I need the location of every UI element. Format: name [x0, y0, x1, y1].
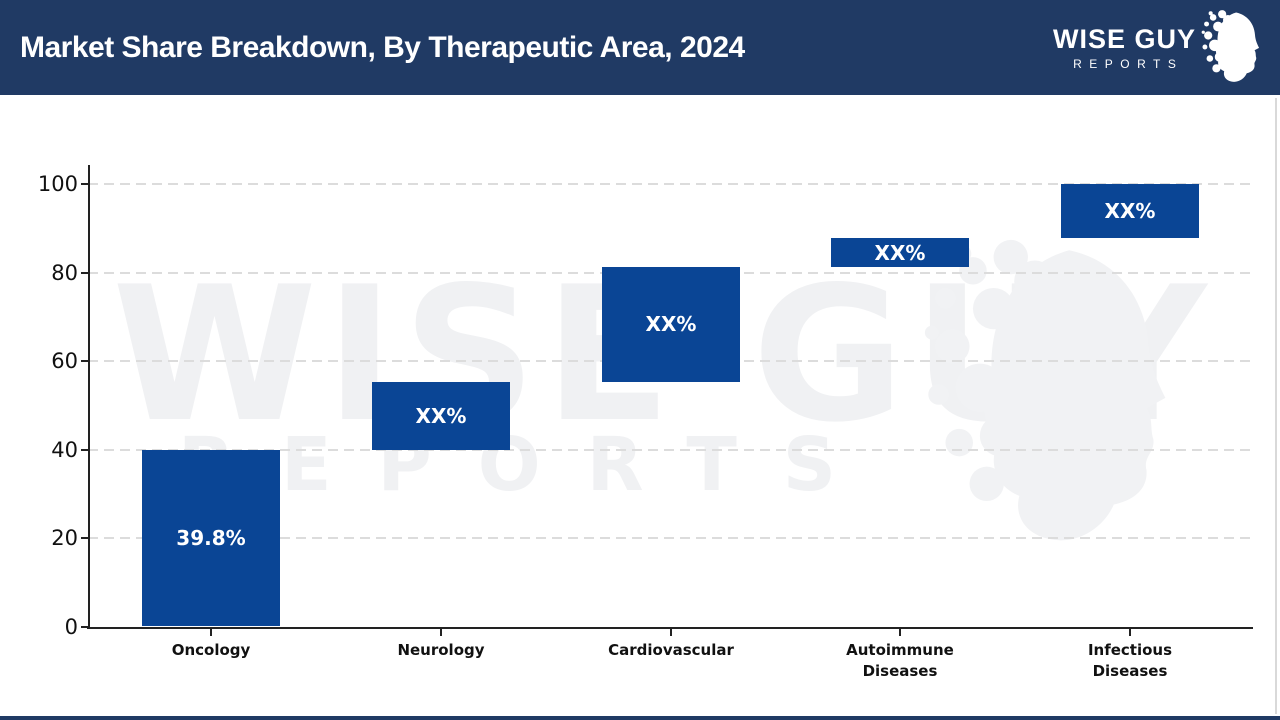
- x-axis-tick: [1129, 628, 1131, 636]
- bar-value-label: XX%: [645, 312, 697, 337]
- category-label-infectious-diseases: Infectious Diseases: [1087, 641, 1173, 680]
- category-label-autoimmune-diseases: Autoimmune Diseases: [846, 641, 954, 680]
- wiseguy-logo-text: WISE GUY REPORTS: [1053, 24, 1196, 71]
- bar-value-label: XX%: [415, 404, 467, 429]
- y-gridline: [88, 183, 1253, 185]
- bar-infectious-diseases: XX%: [1061, 184, 1199, 239]
- bar-autoimmune-diseases: XX%: [831, 238, 969, 267]
- y-tick-label: 100: [37, 172, 78, 196]
- y-axis-tick: [81, 183, 88, 185]
- y-tick-label: 40: [51, 437, 78, 462]
- chart-title: Market Share Breakdown, By Therapeutic A…: [20, 30, 745, 64]
- header-band: Market Share Breakdown, By Therapeutic A…: [0, 0, 1280, 95]
- y-tick-label: 80: [51, 260, 78, 285]
- bar-value-label: XX%: [1104, 199, 1156, 224]
- y-axis-tick: [81, 537, 88, 539]
- category-label-oncology: Oncology: [171, 641, 251, 659]
- y-axis-line: [88, 165, 90, 629]
- category-label-neurology: Neurology: [397, 641, 485, 659]
- watermark-text-line2: REPORTS: [178, 422, 883, 508]
- y-tick-label: 60: [51, 349, 78, 373]
- x-axis-tick: [440, 628, 442, 636]
- right-frame-line: [1275, 98, 1277, 714]
- footer-strip: [0, 716, 1280, 720]
- y-gridline: [88, 448, 1253, 451]
- watermark-head-icon: [924, 239, 1166, 541]
- logo-sub-label: REPORTS: [1073, 56, 1184, 71]
- category-label-cardiovascular: Cardiovascular: [608, 641, 734, 659]
- y-tick-label: 20: [51, 526, 78, 550]
- y-gridline: [88, 537, 1253, 539]
- wiseguy-logo: WISE GUY REPORTS: [1053, 6, 1264, 88]
- wiseguy-head-icon: [1201, 10, 1260, 82]
- bar-oncology: 39.8%: [142, 450, 280, 627]
- y-tick-label: 0: [64, 614, 78, 639]
- y-axis-tick: [81, 271, 88, 274]
- bar-neurology: XX%: [372, 382, 510, 451]
- bar-value-label: 39.8%: [176, 526, 246, 551]
- bar-value-label: XX%: [874, 240, 926, 265]
- x-axis-line: [87, 626, 1253, 629]
- x-axis-tick: [899, 628, 901, 636]
- x-axis-tick: [210, 628, 212, 636]
- x-axis-tick: [670, 628, 672, 636]
- y-axis-tick: [81, 448, 88, 451]
- logo-name-label: WISE GUY: [1052, 23, 1196, 54]
- y-axis-tick: [81, 625, 88, 628]
- y-axis-tick: [81, 360, 88, 362]
- bar-cardiovascular: XX%: [602, 266, 740, 383]
